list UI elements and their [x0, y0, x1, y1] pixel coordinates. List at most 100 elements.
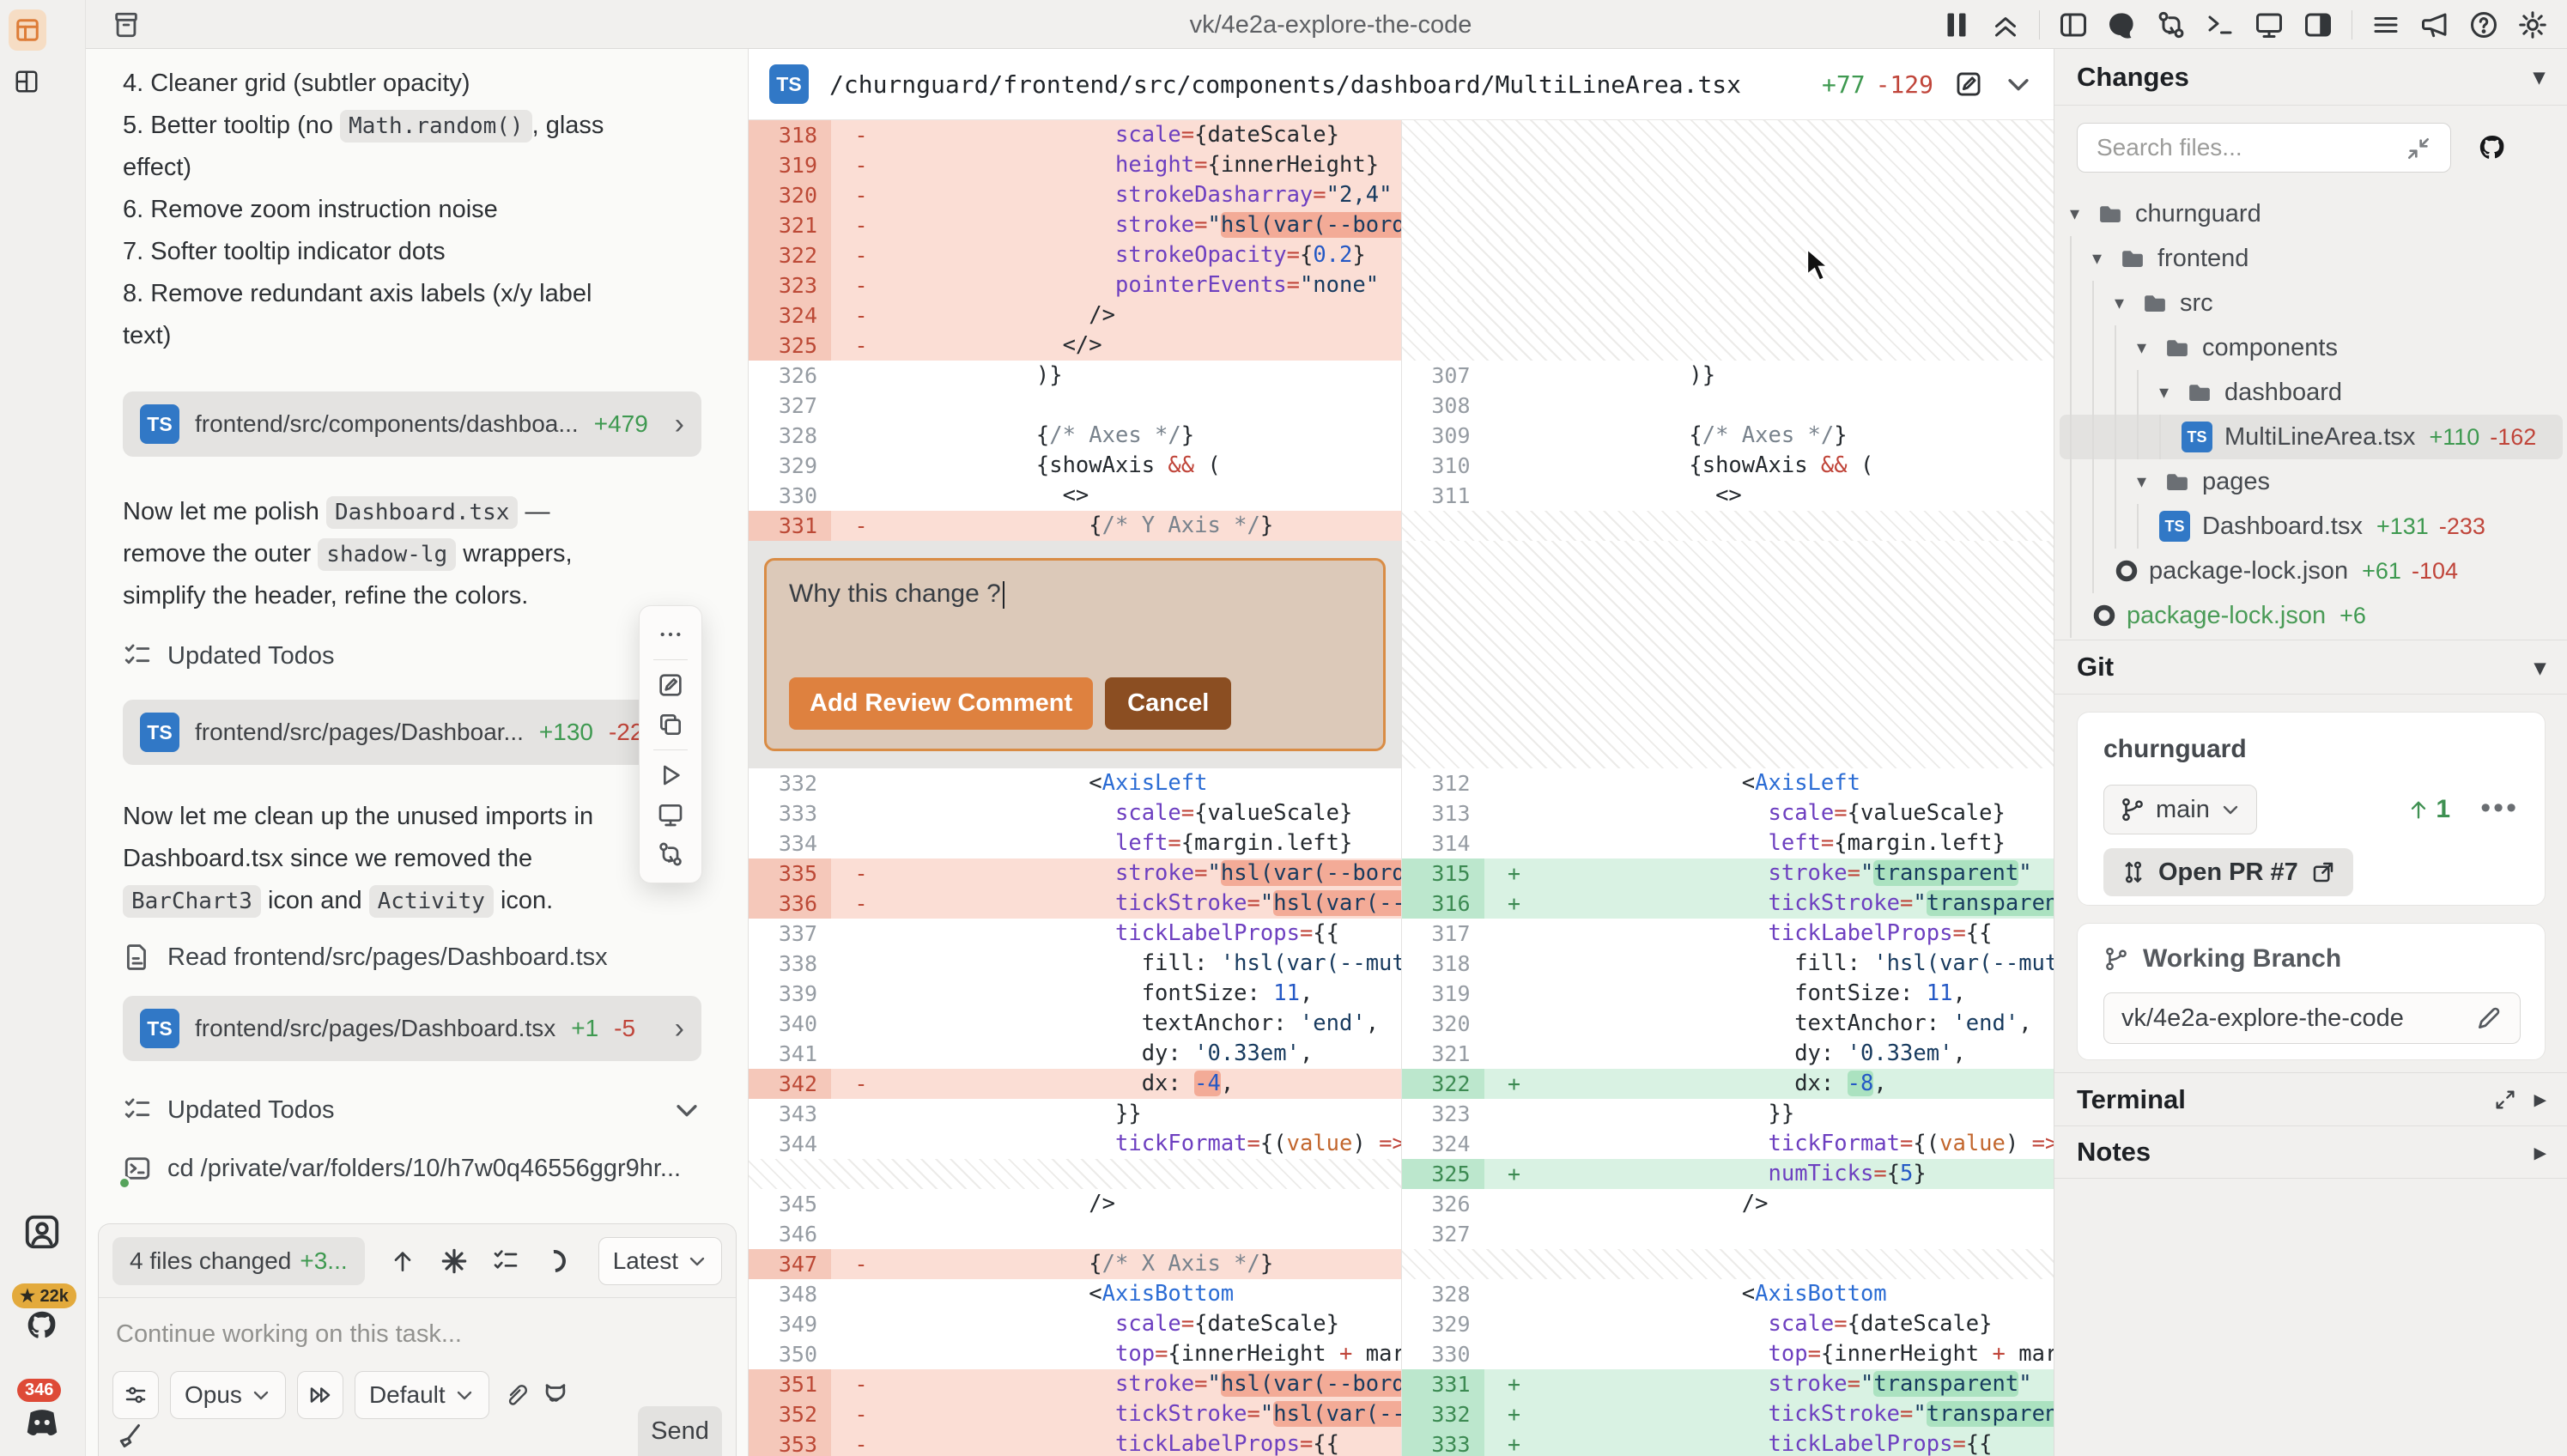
workspace-tab-active[interactable] [9, 9, 46, 51]
diff-line[interactable]: 333 + tickLabelProps={{ [1401, 1429, 2054, 1456]
settings-sliders-button[interactable] [112, 1371, 159, 1419]
pause-icon[interactable] [1941, 9, 1972, 40]
attach-icon[interactable] [501, 1380, 530, 1410]
diff-view-icon[interactable] [1954, 70, 1983, 99]
diff-line[interactable]: 324 tickFormat={(value) => f [1402, 1129, 2054, 1159]
diff-line[interactable]: 333 scale={valueScale} [749, 798, 1401, 828]
tool-call-row[interactable]: Updated Todos [123, 1095, 701, 1125]
diff-line[interactable]: 312 <AxisLeft [1402, 768, 2054, 798]
diff-line[interactable]: 345 /> [749, 1189, 1401, 1219]
section-collapse-icon[interactable]: ▾ [2533, 64, 2545, 89]
tree-item-multilinearea-tsx[interactable]: TS MultiLineArea.tsx +110 -162 [2060, 415, 2563, 459]
diff-line[interactable]: 320 textAnchor: 'end', [1402, 1009, 2054, 1039]
diff-line[interactable]: 329 scale={dateScale} [1402, 1309, 2054, 1339]
caret-down-icon[interactable]: ▾ [2137, 470, 2147, 492]
diff-line[interactable]: 323- pointerEvents="none" [749, 270, 1401, 300]
file-change-chip[interactable]: TS frontend/src/pages/Dashboard.tsx +1 -5 › [123, 996, 701, 1061]
tool-call-row[interactable]: Read frontend/src/pages/Dashboard.tsx [123, 943, 701, 972]
panel-left-icon[interactable] [2058, 9, 2089, 40]
diff-line[interactable]: 329 {showAxis && ( [749, 451, 1401, 481]
megaphone-icon[interactable] [2419, 9, 2450, 40]
diff-line[interactable]: 318- scale={dateScale} [749, 120, 1401, 150]
caret-down-icon[interactable]: ▾ [2159, 381, 2170, 403]
diff-line[interactable]: 349 scale={dateScale} [749, 1309, 1401, 1339]
tree-item-pages[interactable]: ▾ pages [2054, 459, 2567, 504]
notes-section-header[interactable]: Notes ▸ [2054, 1125, 2567, 1179]
cancel-button[interactable]: Cancel [1105, 677, 1232, 730]
diff-line[interactable]: 309 {/* Axes */} [1402, 421, 2054, 451]
diff-line[interactable]: 337 tickLabelProps={{ [749, 919, 1401, 949]
diff-line[interactable]: 351- stroke="hsl(var(--border [749, 1369, 1401, 1399]
file-change-chip[interactable]: TS frontend/src/components/dashboa... +479… [123, 391, 701, 457]
diff-line[interactable]: 334 left={margin.left} [749, 828, 1401, 858]
edit-button[interactable] [653, 665, 688, 705]
archive-box-icon[interactable] [112, 9, 141, 40]
tree-item-package-lock-json[interactable]: package-lock.json +6 [2054, 593, 2567, 638]
collapse-diff-icon[interactable] [2004, 70, 2033, 99]
diff-line[interactable]: 332+ tickStroke="transparent" [1401, 1399, 2054, 1429]
diff-line[interactable]: 335- stroke="hsl(var(--border [749, 858, 1401, 889]
scroll-up-icon[interactable] [389, 1247, 416, 1275]
display-button[interactable] [653, 795, 688, 834]
tool-call-row[interactable]: cd /private/var/folders/10/h7w0q46556ggr… [118, 1154, 701, 1190]
model-dropdown[interactable]: Opus [170, 1371, 286, 1419]
comment-draft-text[interactable]: Why this change ? [789, 579, 1361, 610]
diff-line[interactable]: 326 /> [1402, 1189, 2054, 1219]
discord-icon[interactable] [22, 1401, 62, 1441]
github-icon[interactable] [22, 1307, 62, 1346]
diff-line[interactable]: 339 fontSize: 11, [749, 979, 1401, 1009]
chat-bubble-icon[interactable] [2107, 9, 2138, 40]
git-compare-icon[interactable] [2156, 9, 2187, 40]
diff-line[interactable]: 330 <> [749, 481, 1401, 511]
diff-line[interactable]: 314 left={margin.left} [1402, 828, 2054, 858]
play-button[interactable] [653, 755, 688, 795]
diff-line[interactable]: 340 textAnchor: 'end', [749, 1009, 1401, 1039]
diff-line[interactable]: 310 {showAxis && ( [1402, 451, 2054, 481]
cat-icon[interactable] [541, 1380, 570, 1410]
diff-line[interactable]: 327 [749, 391, 1401, 421]
composer-input[interactable]: Continue working on this task... [116, 1320, 462, 1348]
tree-item-src[interactable]: ▾ src [2054, 281, 2567, 325]
diff-line[interactable]: 344 tickFormat={(value) => f [749, 1129, 1401, 1159]
tree-item-package-lock-json[interactable]: package-lock.json +61 -104 [2054, 549, 2567, 593]
todos-status-icon[interactable] [492, 1247, 519, 1275]
section-expand-icon[interactable]: ▸ [2534, 1086, 2546, 1112]
diff-line[interactable]: 342- dx: -4, [749, 1069, 1401, 1099]
collapse-up-icon[interactable] [1990, 9, 2021, 40]
spark-icon[interactable] [440, 1247, 468, 1275]
diff-line[interactable]: 321- stroke="hsl(var(--border [749, 210, 1401, 240]
help-icon[interactable] [2468, 9, 2499, 40]
diff-line[interactable]: 352- tickStroke="hsl(var(--bo [749, 1399, 1401, 1429]
tree-item-dashboard[interactable]: ▾ dashboard [2054, 370, 2567, 415]
diff-line[interactable]: 323 }} [1402, 1099, 2054, 1129]
edit-branch-icon[interactable] [2475, 1004, 2503, 1032]
menu-icon[interactable] [2370, 9, 2401, 40]
file-change-chip[interactable]: TS frontend/src/pages/Dashboar... +130 -22 [123, 700, 701, 765]
diff-line[interactable]: 322 + dx: -8, [1401, 1069, 2054, 1099]
account-icon[interactable] [22, 1212, 62, 1252]
diff-line[interactable]: 325- </> [749, 331, 1401, 361]
panel-right-icon[interactable] [2303, 9, 2333, 40]
terminal-section-header[interactable]: Terminal ▸ [2054, 1072, 2567, 1125]
diff-line[interactable]: 347- {/* X Axis */} [749, 1249, 1401, 1279]
latest-dropdown[interactable]: Latest [598, 1236, 722, 1285]
diff-line[interactable]: 316+ tickStroke="transparent" [1401, 889, 2054, 919]
diff-line[interactable]: 332 <AxisLeft [749, 768, 1401, 798]
caret-down-icon[interactable]: ▾ [2070, 203, 2080, 224]
open-pr-button[interactable]: Open PR #7 [2103, 848, 2353, 896]
diff-line[interactable]: 328 {/* Axes */} [749, 421, 1401, 451]
diff-line[interactable]: 336- tickStroke="hsl(var(--bo [749, 889, 1401, 919]
chevron-down-icon[interactable] [672, 1095, 701, 1125]
diff-line[interactable]: 320- strokeDasharray="2,4" [749, 180, 1401, 210]
add-review-comment-button[interactable]: Add Review Comment [789, 677, 1094, 730]
tree-item-dashboard-tsx[interactable]: TS Dashboard.tsx +131 -233 [2054, 504, 2567, 549]
tree-item-components[interactable]: ▾ components [2054, 325, 2567, 370]
diff-line[interactable]: 319 fontSize: 11, [1402, 979, 2054, 1009]
cleanup-icon[interactable] [114, 1422, 145, 1453]
tool-call-row[interactable]: Updated Todos [123, 641, 701, 670]
diff-line[interactable]: 331 + stroke="transparent" [1401, 1369, 2054, 1399]
diff-line[interactable]: 346 [749, 1219, 1401, 1249]
git-section-header[interactable]: Git ▾ [2054, 640, 2567, 695]
search-files-input[interactable] [2077, 123, 2451, 173]
fast-forward-button[interactable] [296, 1371, 343, 1419]
